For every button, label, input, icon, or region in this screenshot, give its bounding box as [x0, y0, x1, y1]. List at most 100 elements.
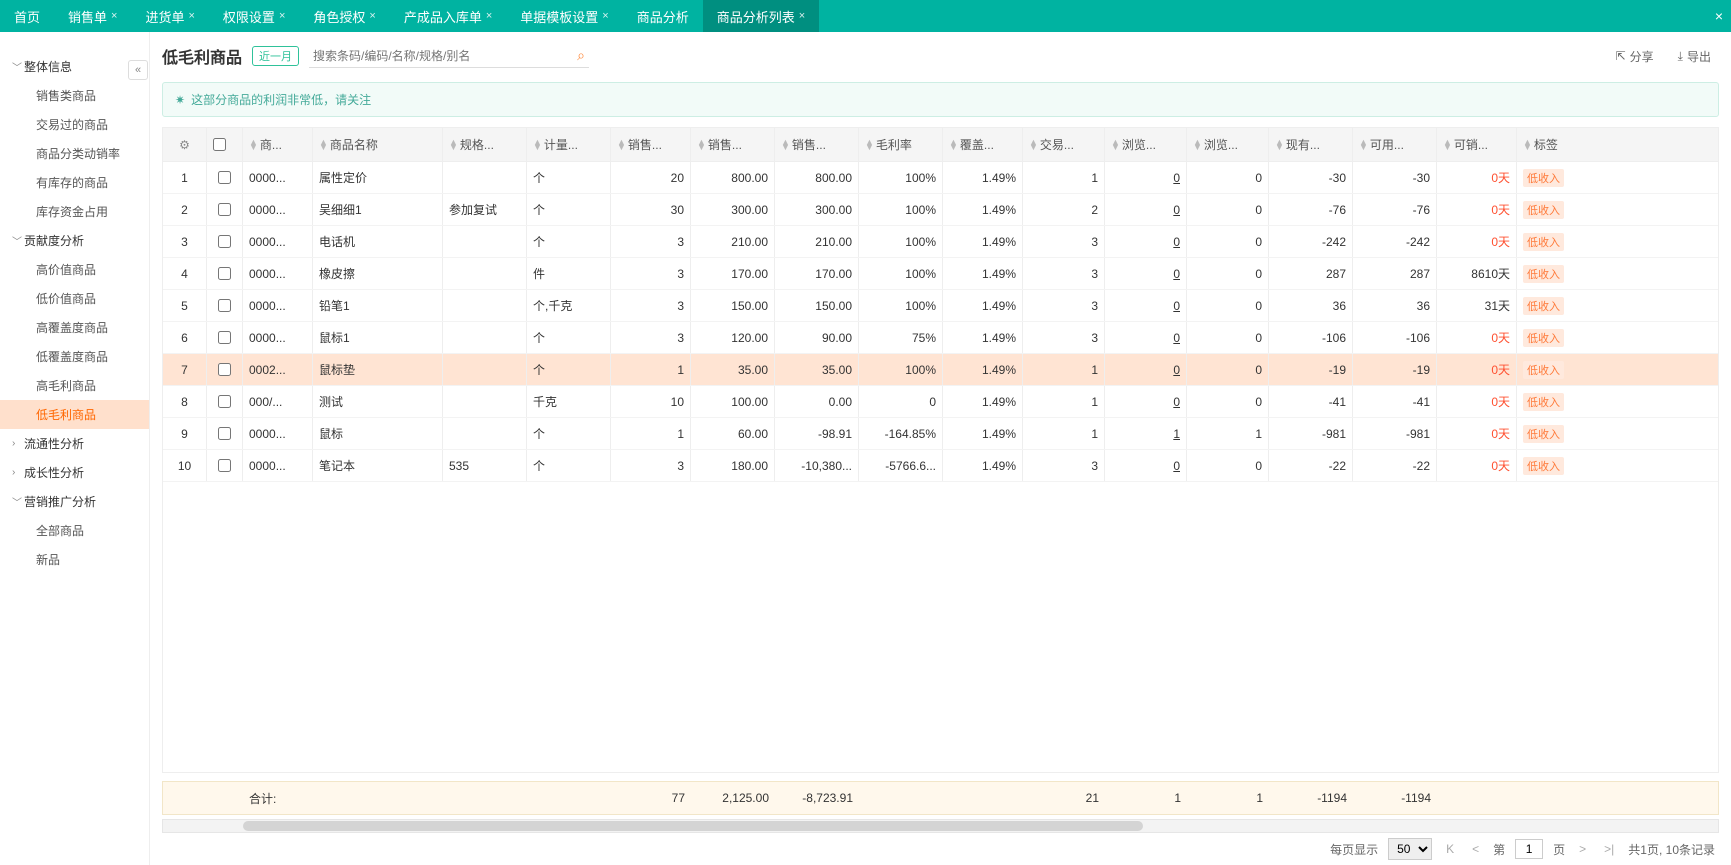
- col-header-13[interactable]: ▲▼可用...: [1353, 128, 1437, 161]
- row-checkbox[interactable]: [218, 203, 231, 216]
- cell: 橡皮擦: [313, 258, 443, 289]
- sidebar-group-贡献度分析[interactable]: ﹀贡献度分析: [0, 226, 149, 255]
- sidebar-group-流通性分析[interactable]: ›流通性分析: [0, 429, 149, 458]
- sidebar-item-低价值商品[interactable]: 低价值商品: [0, 284, 149, 313]
- tab-close-icon[interactable]: ×: [602, 10, 608, 22]
- search-icon[interactable]: ⌕: [577, 47, 585, 64]
- sidebar-item-商品分类动销率[interactable]: 商品分类动销率: [0, 139, 149, 168]
- table-row[interactable]: 60000...鼠标1个3120.0090.0075%1.49%300-106-…: [163, 322, 1718, 354]
- tab-close-icon[interactable]: ×: [799, 10, 805, 22]
- col-header-5[interactable]: ▲▼销售...: [691, 128, 775, 161]
- row-number: 10: [163, 450, 207, 481]
- first-page-button[interactable]: K: [1442, 842, 1458, 856]
- tab-close-icon[interactable]: ×: [486, 10, 492, 22]
- page-size-select[interactable]: 50: [1388, 838, 1432, 860]
- col-header-8[interactable]: ▲▼覆盖...: [943, 128, 1023, 161]
- table-row[interactable]: 50000...铅笔1个,千克3150.00150.00100%1.49%300…: [163, 290, 1718, 322]
- search-input[interactable]: [309, 45, 589, 68]
- last-page-button[interactable]: >|: [1600, 842, 1618, 856]
- sidebar-group-整体信息[interactable]: ﹀整体信息: [0, 52, 149, 81]
- table-row[interactable]: 10000...属性定价个20800.00800.00100%1.49%100-…: [163, 162, 1718, 194]
- sidebar-item-销售类商品[interactable]: 销售类商品: [0, 81, 149, 110]
- row-checkbox[interactable]: [218, 459, 231, 472]
- page-number-input[interactable]: [1515, 839, 1543, 859]
- prev-page-button[interactable]: <: [1468, 842, 1483, 856]
- col-header-15[interactable]: ▲▼标签: [1517, 128, 1577, 161]
- table-row[interactable]: 40000...橡皮擦件3170.00170.00100%1.49%300287…: [163, 258, 1718, 290]
- row-checkbox[interactable]: [218, 299, 231, 312]
- col-header-3[interactable]: ▲▼计量...: [527, 128, 611, 161]
- col-header-10[interactable]: ▲▼浏览...: [1105, 128, 1187, 161]
- tab-产成品入库单[interactable]: 产成品入库单×: [390, 0, 506, 32]
- col-header-11[interactable]: ▲▼浏览...: [1187, 128, 1269, 161]
- row-checkbox[interactable]: [218, 267, 231, 280]
- tab-首页[interactable]: 首页: [0, 0, 54, 32]
- sidebar-item-交易过的商品[interactable]: 交易过的商品: [0, 110, 149, 139]
- sidebar-group-营销推广分析[interactable]: ﹀营销推广分析: [0, 487, 149, 516]
- export-button[interactable]: ⤓导出: [1678, 48, 1711, 65]
- col-header-14[interactable]: ▲▼可销...: [1437, 128, 1517, 161]
- tab-close-icon[interactable]: ×: [111, 10, 117, 22]
- cell: [443, 290, 527, 321]
- table-row[interactable]: 8000/...测试千克10100.000.0001.49%100-41-410…: [163, 386, 1718, 418]
- next-page-button[interactable]: >: [1575, 842, 1590, 856]
- col-header-4[interactable]: ▲▼销售...: [611, 128, 691, 161]
- tab-close-icon[interactable]: ×: [369, 10, 375, 22]
- tab-销售单[interactable]: 销售单×: [54, 0, 131, 32]
- table-row[interactable]: 20000...吴细细1参加复试个30300.00300.00100%1.49%…: [163, 194, 1718, 226]
- sidebar-item-全部商品[interactable]: 全部商品: [0, 516, 149, 545]
- row-checkbox[interactable]: [218, 427, 231, 440]
- close-all-tabs-button[interactable]: ×: [1707, 0, 1731, 32]
- select-all-checkbox[interactable]: [213, 138, 226, 151]
- row-checkbox[interactable]: [218, 331, 231, 344]
- table-row[interactable]: 90000...鼠标个160.00-98.91-164.85%1.49%111-…: [163, 418, 1718, 450]
- sidebar-collapse-button[interactable]: «: [128, 60, 148, 80]
- tab-权限设置[interactable]: 权限设置×: [209, 0, 299, 32]
- col-header-6[interactable]: ▲▼销售...: [775, 128, 859, 161]
- sidebar-item-低覆盖度商品[interactable]: 低覆盖度商品: [0, 342, 149, 371]
- col-header-1[interactable]: ▲▼商品名称: [313, 128, 443, 161]
- cell: 1.49%: [943, 226, 1023, 257]
- sidebar-item-高价值商品[interactable]: 高价值商品: [0, 255, 149, 284]
- tag-cell: 低收入: [1517, 418, 1577, 449]
- tab-商品分析[interactable]: 商品分析: [623, 0, 703, 32]
- table-row[interactable]: 70002...鼠标垫个135.0035.00100%1.49%100-19-1…: [163, 354, 1718, 386]
- table-row[interactable]: 30000...电话机个3210.00210.00100%1.49%300-24…: [163, 226, 1718, 258]
- tab-单据模板设置[interactable]: 单据模板设置×: [506, 0, 622, 32]
- sidebar-item-有库存的商品[interactable]: 有库存的商品: [0, 168, 149, 197]
- row-checkbox[interactable]: [218, 395, 231, 408]
- tab-商品分析列表[interactable]: 商品分析列表×: [703, 0, 819, 32]
- totals-row: 合计:772,125.00-8,723.912111-1194-1194: [162, 781, 1719, 815]
- col-header-2[interactable]: ▲▼规格...: [443, 128, 527, 161]
- sidebar-item-新品[interactable]: 新品: [0, 545, 149, 574]
- sidebar-item-库存资金占用[interactable]: 库存资金占用: [0, 197, 149, 226]
- period-badge[interactable]: 近一月: [252, 46, 299, 66]
- row-checkbox-cell: [207, 386, 243, 417]
- cell: 1: [1023, 354, 1105, 385]
- row-checkbox[interactable]: [218, 235, 231, 248]
- table-row[interactable]: 100000...笔记本535个3180.00-10,380...-5766.6…: [163, 450, 1718, 482]
- row-checkbox[interactable]: [218, 363, 231, 376]
- column-settings-button[interactable]: ⚙: [163, 128, 207, 161]
- sidebar-item-高覆盖度商品[interactable]: 高覆盖度商品: [0, 313, 149, 342]
- select-all-header[interactable]: [207, 128, 243, 161]
- col-header-12[interactable]: ▲▼现有...: [1269, 128, 1353, 161]
- tab-角色授权[interactable]: 角色授权×: [299, 0, 389, 32]
- col-header-9[interactable]: ▲▼交易...: [1023, 128, 1105, 161]
- share-button[interactable]: ⇱分享: [1616, 48, 1654, 65]
- col-header-0[interactable]: ▲▼商...: [243, 128, 313, 161]
- tab-close-icon[interactable]: ×: [188, 10, 194, 22]
- tab-close-icon[interactable]: ×: [279, 10, 285, 22]
- row-checkbox[interactable]: [218, 171, 231, 184]
- sidebar-item-低毛利商品[interactable]: 低毛利商品: [0, 400, 149, 429]
- cell: -5766.6...: [859, 450, 943, 481]
- cell: 60.00: [691, 418, 775, 449]
- col-header-7[interactable]: ▲▼毛利率: [859, 128, 943, 161]
- tab-进货单[interactable]: 进货单×: [131, 0, 208, 32]
- scrollbar-thumb[interactable]: [243, 821, 1143, 831]
- cell: 1: [611, 354, 691, 385]
- sidebar-group-成长性分析[interactable]: ›成长性分析: [0, 458, 149, 487]
- cell: 0: [1187, 258, 1269, 289]
- sidebar-item-高毛利商品[interactable]: 高毛利商品: [0, 371, 149, 400]
- horizontal-scrollbar[interactable]: [162, 819, 1719, 833]
